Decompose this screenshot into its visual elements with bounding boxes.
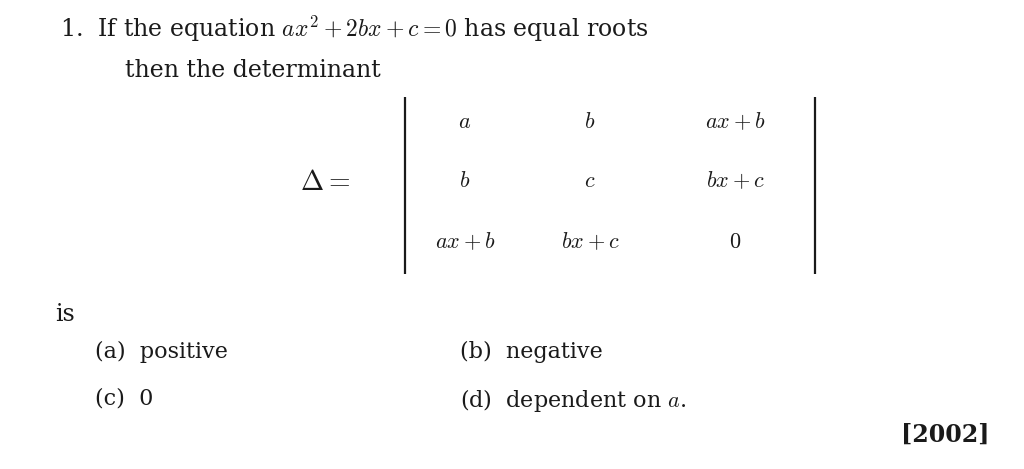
Text: (d)  dependent on $a$.: (d) dependent on $a$. [460,387,686,414]
Text: $0$: $0$ [729,231,741,253]
Text: (a)  positive: (a) positive [95,341,228,363]
Text: [2002]: [2002] [901,423,990,447]
Text: $\Delta =$: $\Delta =$ [300,168,350,196]
Text: (b)  negative: (b) negative [460,341,603,363]
Text: (c)  0: (c) 0 [95,387,154,409]
Text: is: is [55,303,75,326]
Text: $ax+b$: $ax+b$ [434,231,496,253]
Text: 1.  If the equation $ax^2 + 2bx + c = 0$ has equal roots: 1. If the equation $ax^2 + 2bx + c = 0$ … [60,14,648,44]
Text: then the determinant: then the determinant [95,59,381,82]
Text: $b$: $b$ [585,111,596,133]
Text: $b$: $b$ [460,170,471,192]
Text: $a$: $a$ [459,111,472,133]
Text: $ax+b$: $ax+b$ [705,111,765,133]
Text: $bx+c$: $bx+c$ [706,170,765,192]
Text: $bx+c$: $bx+c$ [560,231,620,253]
Text: $c$: $c$ [585,170,596,192]
